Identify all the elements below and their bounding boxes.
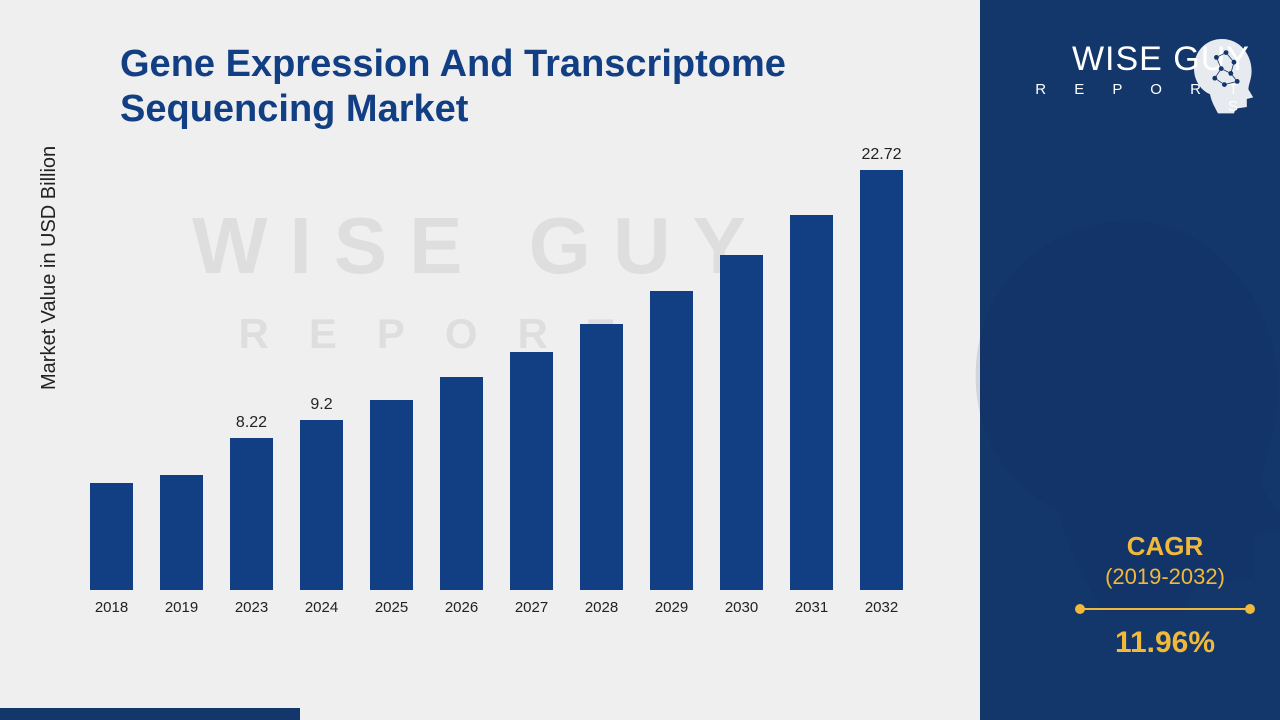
x-tick-label: 2025: [362, 599, 422, 616]
bottom-accent-bar: [0, 708, 300, 720]
bar: [370, 400, 413, 590]
bar: [860, 170, 903, 590]
plot-area: 2018201920238.2220249.220252026202720282…: [80, 170, 910, 590]
cagr-subtitle: (2019-2032): [1050, 564, 1280, 590]
x-tick-label: 2024: [292, 599, 352, 616]
x-tick-label: 2032: [852, 599, 912, 616]
x-tick-label: 2030: [712, 599, 772, 616]
bar-value-label: 9.2: [292, 396, 352, 414]
bar: [790, 215, 833, 590]
bar-value-label: 22.72: [852, 146, 912, 164]
logo-head-icon: [1178, 30, 1258, 120]
x-tick-label: 2028: [572, 599, 632, 616]
cagr-block: CAGR (2019-2032) 11.96%: [1050, 531, 1280, 660]
chart-title: Gene Expression And Transcriptome Sequen…: [120, 42, 880, 132]
bar-chart: 2018201920238.2220249.220252026202720282…: [80, 170, 910, 590]
x-tick-label: 2019: [152, 599, 212, 616]
y-axis-label: Market Value in USD Billion: [38, 146, 61, 390]
x-tick-label: 2023: [222, 599, 282, 616]
x-tick-label: 2031: [782, 599, 842, 616]
bar: [160, 475, 203, 590]
cagr-divider: [1080, 608, 1250, 610]
x-tick-label: 2027: [502, 599, 562, 616]
bar-value-label: 8.22: [222, 414, 282, 432]
cagr-value: 11.96%: [1050, 626, 1280, 660]
bar: [650, 291, 693, 590]
bar: [510, 352, 553, 590]
bar: [720, 255, 763, 590]
x-tick-label: 2026: [432, 599, 492, 616]
x-tick-label: 2029: [642, 599, 702, 616]
bar: [580, 324, 623, 590]
bar: [90, 483, 133, 590]
x-tick-label: 2018: [82, 599, 142, 616]
bar: [300, 420, 343, 590]
infographic-canvas: WISE GUY REPORTS Gene Expression And Tra…: [0, 0, 1280, 720]
cagr-title: CAGR: [1050, 531, 1280, 562]
bar: [230, 438, 273, 590]
bar: [440, 377, 483, 590]
